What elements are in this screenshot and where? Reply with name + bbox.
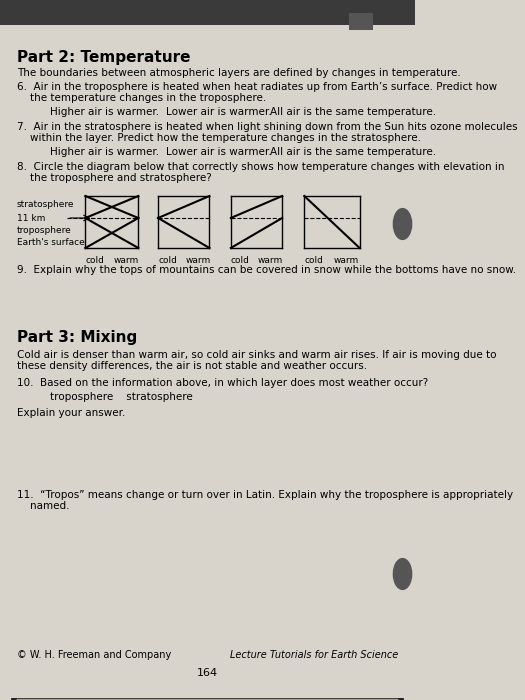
FancyBboxPatch shape (0, 0, 415, 25)
Text: troposphere: troposphere (17, 226, 71, 235)
Text: cold: cold (158, 256, 177, 265)
Text: Higher air is warmer.: Higher air is warmer. (50, 107, 159, 117)
Text: cold: cold (86, 256, 104, 265)
Text: Higher air is warmer.: Higher air is warmer. (50, 147, 159, 157)
Text: The boundaries between atmospheric layers are defined by changes in temperature.: The boundaries between atmospheric layer… (17, 68, 460, 78)
Text: warm: warm (258, 256, 284, 265)
Text: within the layer. Predict how the temperature changes in the stratosphere.: within the layer. Predict how the temper… (17, 133, 421, 143)
Text: Lecture Tutorials for Earth Science: Lecture Tutorials for Earth Science (230, 650, 398, 660)
Text: All air is the same temperature.: All air is the same temperature. (270, 147, 436, 157)
Text: 9.  Explain why the tops of mountains can be covered in snow while the bottoms h: 9. Explain why the tops of mountains can… (17, 265, 516, 275)
Text: 11.  “Tropos” means change or turn over in Latin. Explain why the troposphere is: 11. “Tropos” means change or turn over i… (17, 490, 513, 500)
Circle shape (393, 559, 412, 589)
Text: Earth's surface: Earth's surface (17, 238, 85, 247)
Text: Part 2: Temperature: Part 2: Temperature (17, 50, 190, 65)
Text: 10.  Based on the information above, in which layer does most weather occur?: 10. Based on the information above, in w… (17, 378, 428, 388)
Text: Explain your answer.: Explain your answer. (17, 408, 125, 418)
Text: cold: cold (304, 256, 323, 265)
Text: the troposphere and stratosphere?: the troposphere and stratosphere? (17, 173, 212, 183)
Text: cold: cold (231, 256, 250, 265)
Text: the temperature changes in the troposphere.: the temperature changes in the troposphe… (17, 93, 266, 103)
Text: these density differences, the air is not stable and weather occurs.: these density differences, the air is no… (17, 361, 367, 371)
Text: Lower air is warmer.: Lower air is warmer. (166, 147, 271, 157)
Text: Cold air is denser than warm air, so cold air sinks and warm air rises. If air i: Cold air is denser than warm air, so col… (17, 350, 496, 360)
Circle shape (393, 209, 412, 239)
Text: 11 km: 11 km (17, 214, 45, 223)
Text: stratosphere: stratosphere (17, 200, 74, 209)
Text: warm: warm (113, 256, 139, 265)
FancyBboxPatch shape (349, 13, 373, 30)
Text: warm: warm (185, 256, 211, 265)
Text: 7.  Air in the stratosphere is heated when light shining down from the Sun hits : 7. Air in the stratosphere is heated whe… (17, 122, 517, 132)
Text: Layers of the Atmosphere: Layers of the Atmosphere (17, 11, 198, 24)
Text: All air is the same temperature.: All air is the same temperature. (270, 107, 436, 117)
Text: 6.  Air in the troposphere is heated when heat radiates up from Earth’s surface.: 6. Air in the troposphere is heated when… (17, 82, 497, 92)
Text: named.: named. (17, 501, 69, 511)
Text: Lower air is warmer.: Lower air is warmer. (166, 107, 271, 117)
Text: 164: 164 (197, 668, 218, 678)
Text: troposphere    stratosphere: troposphere stratosphere (50, 392, 193, 402)
Text: warm: warm (333, 256, 359, 265)
Text: Part 3: Mixing: Part 3: Mixing (17, 330, 137, 345)
Text: © W. H. Freeman and Company: © W. H. Freeman and Company (17, 650, 171, 660)
Text: 8.  Circle the diagram below that correctly shows how temperature changes with e: 8. Circle the diagram below that correct… (17, 162, 504, 172)
